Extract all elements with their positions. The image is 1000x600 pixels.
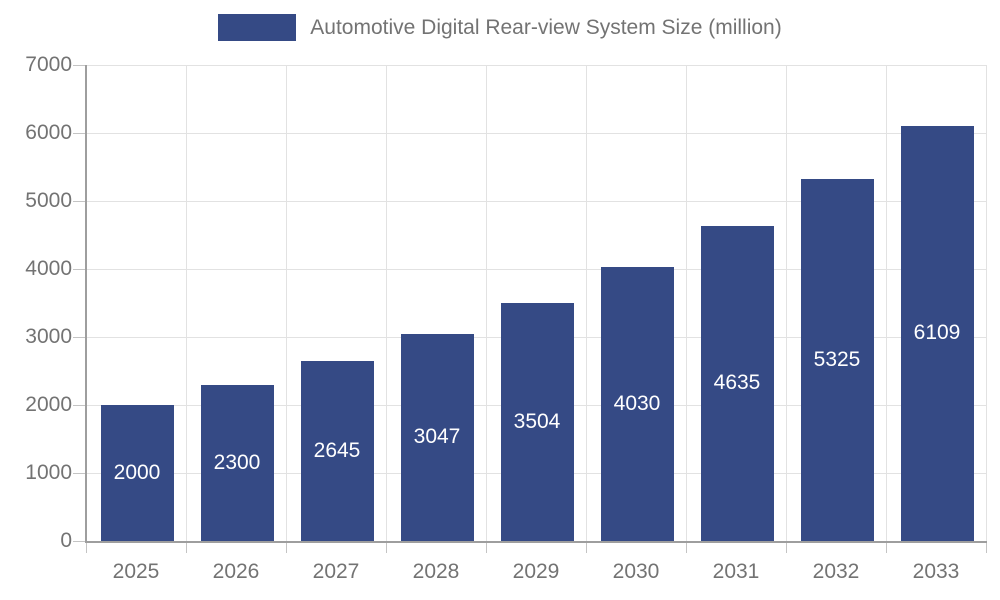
bar-value-label: 6109 <box>913 321 961 345</box>
y-axis-tick-label: 2000 <box>25 393 72 416</box>
x-axis-tick <box>886 543 887 553</box>
x-axis-tick <box>286 543 287 553</box>
y-axis-tick <box>73 541 85 542</box>
vertical-gridline <box>486 65 487 541</box>
bar-2031: 4635 <box>700 225 774 541</box>
plot-area: 2000 2300 2645 3047 3504 4030 4635 5325 6109 <box>73 65 987 553</box>
bar-2033: 6109 <box>900 125 974 541</box>
x-axis-tick-label: 2026 <box>212 560 260 583</box>
x-axis-tick-label: 2033 <box>912 560 960 583</box>
bar-2025: 2000 <box>100 405 174 541</box>
bar-2030: 4030 <box>600 266 674 541</box>
x-axis-labels: 2025 2026 2027 2028 2029 2030 2031 2032 2033 <box>86 560 986 590</box>
bar-value-label: 2000 <box>113 461 161 484</box>
bar-value-label: 2300 <box>213 450 261 474</box>
x-axis-tick <box>786 543 787 553</box>
horizontal-gridline <box>87 269 987 270</box>
y-axis-tick-label: 0 <box>60 529 72 552</box>
x-axis-tick-label: 2030 <box>612 560 660 583</box>
horizontal-gridline <box>87 201 987 202</box>
bar-2028: 3047 <box>400 333 474 541</box>
y-axis-tick-label: 1000 <box>25 461 72 484</box>
vertical-gridline <box>986 65 987 541</box>
vertical-gridline <box>786 65 787 541</box>
y-axis-tick <box>73 269 85 270</box>
vertical-gridline <box>286 65 287 541</box>
bar-2032: 5325 <box>800 178 874 541</box>
bar-value-label: 4635 <box>713 371 761 395</box>
vertical-gridline <box>886 65 887 541</box>
x-axis-tick <box>86 543 87 553</box>
y-axis-tick <box>73 65 85 66</box>
legend[interactable]: Automotive Digital Rear-view System Size… <box>0 14 1000 41</box>
x-axis-tick <box>986 543 987 553</box>
bar-value-label: 5325 <box>813 347 861 371</box>
vertical-gridline <box>586 65 587 541</box>
y-axis-tick <box>73 201 85 202</box>
x-axis-tick <box>586 543 587 553</box>
x-axis-tick-label: 2027 <box>312 560 360 583</box>
horizontal-gridline <box>87 65 987 66</box>
x-axis-tick-label: 2032 <box>812 560 860 583</box>
y-axis-tick-label: 6000 <box>25 121 72 144</box>
x-axis-tick <box>686 543 687 553</box>
bar-2029: 3504 <box>500 302 574 541</box>
horizontal-gridline <box>87 133 987 134</box>
y-axis-tick-label: 5000 <box>25 189 72 212</box>
y-axis-tick <box>73 473 85 474</box>
bar-value-label: 4030 <box>613 391 661 415</box>
x-axis-tick <box>186 543 187 553</box>
legend-label[interactable]: Automotive Digital Rear-view System Size… <box>310 15 782 39</box>
x-axis-tick <box>486 543 487 553</box>
bar-value-label: 3504 <box>513 409 561 433</box>
y-axis-labels: 0 1000 2000 3000 4000 5000 6000 7000 <box>0 53 72 552</box>
bar-value-label: 3047 <box>413 425 461 449</box>
x-axis-tick-label: 2025 <box>112 560 160 583</box>
bar-2027: 2645 <box>300 361 374 541</box>
y-axis-tick-label: 7000 <box>25 53 72 76</box>
y-axis-tick-label: 3000 <box>25 325 72 348</box>
x-axis-tick-label: 2029 <box>512 560 560 583</box>
bar-2026: 2300 <box>200 384 274 541</box>
vertical-gridline <box>186 65 187 541</box>
y-axis-tick <box>73 405 85 406</box>
vertical-gridline <box>686 65 687 541</box>
vertical-gridline <box>386 65 387 541</box>
x-axis-tick <box>386 543 387 553</box>
legend-swatch[interactable] <box>218 14 297 41</box>
y-axis-tick <box>73 133 85 134</box>
y-axis-tick-label: 4000 <box>25 257 72 280</box>
bar-value-label: 2645 <box>313 439 361 463</box>
x-axis-tick-label: 2031 <box>712 560 760 583</box>
y-axis-tick <box>73 337 85 338</box>
x-axis-tick-label: 2028 <box>412 560 460 583</box>
